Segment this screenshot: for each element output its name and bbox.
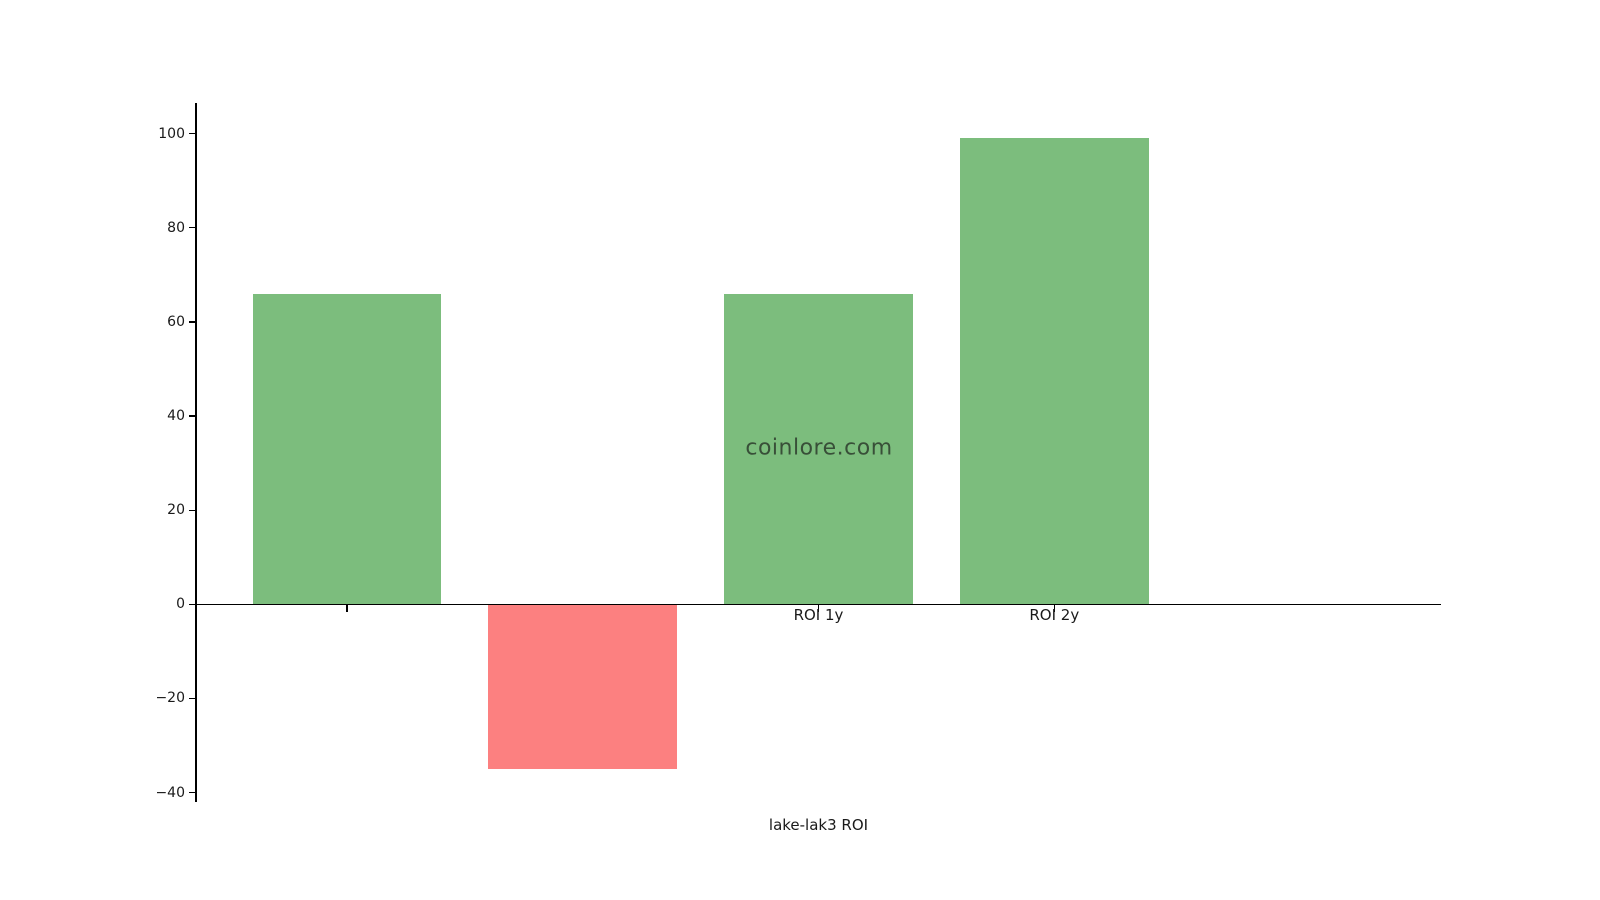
y-tick-mark bbox=[189, 791, 196, 794]
bar bbox=[488, 604, 677, 770]
y-tick-label: −40 bbox=[155, 784, 185, 801]
bar bbox=[959, 138, 1149, 605]
y-tick-label: 0 bbox=[176, 596, 185, 613]
x-tick-label: ROI 2y bbox=[1029, 606, 1080, 625]
x-tick-mark bbox=[817, 604, 820, 613]
y-tick-label: 40 bbox=[167, 408, 185, 425]
y-axis-spine bbox=[195, 103, 197, 802]
y-tick-mark bbox=[189, 132, 196, 135]
x-tick-mark bbox=[1053, 604, 1055, 613]
y-tick-mark bbox=[189, 697, 196, 700]
y-tick-mark bbox=[189, 509, 196, 511]
y-tick-mark bbox=[189, 321, 196, 323]
y-tick-label: 60 bbox=[167, 313, 185, 330]
x-tick-label: ROI 1y bbox=[793, 606, 844, 625]
y-tick-mark bbox=[189, 227, 196, 229]
y-tick-label: 80 bbox=[167, 219, 185, 236]
x-tick-mark bbox=[346, 604, 348, 613]
y-tick-label: 100 bbox=[158, 125, 185, 142]
y-tick-label: −20 bbox=[155, 690, 185, 707]
y-tick-mark bbox=[189, 415, 196, 417]
bar bbox=[724, 293, 913, 605]
x-axis-title: lake-lak3 ROI bbox=[768, 816, 869, 834]
watermark-text: coinlore.com bbox=[745, 435, 893, 461]
bar bbox=[252, 293, 442, 605]
x-axis-line bbox=[196, 603, 1441, 605]
y-tick-mark bbox=[189, 603, 196, 605]
y-tick-label: 20 bbox=[167, 502, 185, 519]
